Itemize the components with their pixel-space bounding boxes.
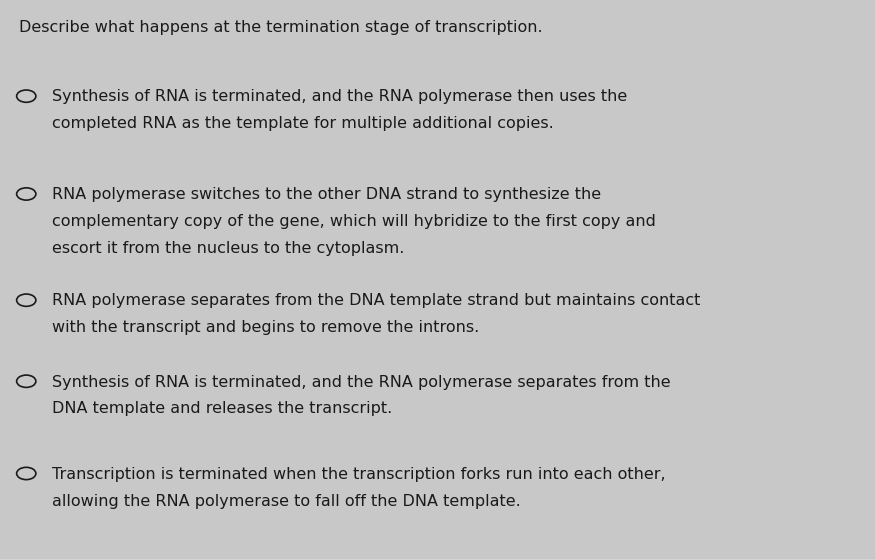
Text: RNA polymerase separates from the DNA template strand but maintains contact: RNA polymerase separates from the DNA te…	[52, 293, 701, 309]
Text: Synthesis of RNA is terminated, and the RNA polymerase then uses the: Synthesis of RNA is terminated, and the …	[52, 89, 627, 105]
Text: Transcription is terminated when the transcription forks run into each other,: Transcription is terminated when the tra…	[52, 467, 666, 482]
Text: complementary copy of the gene, which will hybridize to the first copy and: complementary copy of the gene, which wi…	[52, 214, 656, 229]
Text: DNA template and releases the transcript.: DNA template and releases the transcript…	[52, 401, 393, 416]
Text: RNA polymerase switches to the other DNA strand to synthesize the: RNA polymerase switches to the other DNA…	[52, 187, 602, 202]
Text: Synthesis of RNA is terminated, and the RNA polymerase separates from the: Synthesis of RNA is terminated, and the …	[52, 375, 671, 390]
Text: with the transcript and begins to remove the introns.: with the transcript and begins to remove…	[52, 320, 480, 335]
Text: allowing the RNA polymerase to fall off the DNA template.: allowing the RNA polymerase to fall off …	[52, 494, 522, 509]
Text: escort it from the nucleus to the cytoplasm.: escort it from the nucleus to the cytopl…	[52, 241, 405, 256]
Text: completed RNA as the template for multiple additional copies.: completed RNA as the template for multip…	[52, 116, 554, 131]
Text: Describe what happens at the termination stage of transcription.: Describe what happens at the termination…	[19, 20, 542, 35]
